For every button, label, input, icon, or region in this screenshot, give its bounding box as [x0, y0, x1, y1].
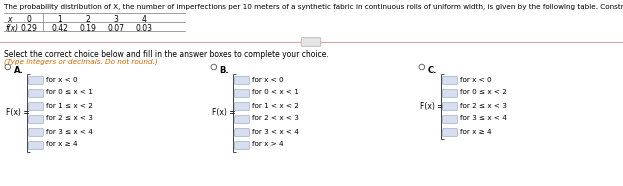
Text: (Type integers or decimals. Do not round.): (Type integers or decimals. Do not round… [4, 58, 158, 65]
Text: for 1 ≤ x < 2: for 1 ≤ x < 2 [46, 102, 93, 108]
FancyBboxPatch shape [443, 77, 457, 84]
Text: 4: 4 [141, 15, 146, 24]
FancyBboxPatch shape [235, 90, 249, 97]
FancyBboxPatch shape [235, 116, 249, 123]
Text: for 3 < x < 4: for 3 < x < 4 [252, 129, 299, 134]
FancyBboxPatch shape [29, 129, 44, 136]
Text: F(x) =: F(x) = [420, 102, 444, 111]
Text: 0.42: 0.42 [52, 24, 69, 33]
Text: x: x [7, 15, 11, 24]
Text: for x > 4: for x > 4 [252, 142, 283, 147]
FancyBboxPatch shape [235, 103, 249, 110]
Text: for 0 ≤ x < 2: for 0 ≤ x < 2 [460, 89, 507, 95]
Text: for x ≥ 4: for x ≥ 4 [46, 142, 78, 147]
Circle shape [419, 64, 425, 70]
Circle shape [211, 64, 217, 70]
Text: for x < 0: for x < 0 [460, 76, 492, 83]
FancyBboxPatch shape [29, 103, 44, 110]
Text: for 0 ≤ x < 1: for 0 ≤ x < 1 [46, 89, 93, 95]
FancyBboxPatch shape [443, 103, 457, 110]
FancyBboxPatch shape [235, 77, 249, 84]
Text: 0.29: 0.29 [21, 24, 37, 33]
FancyBboxPatch shape [235, 142, 249, 149]
Text: f(x): f(x) [5, 24, 18, 33]
FancyBboxPatch shape [235, 129, 249, 136]
Text: 0.07: 0.07 [108, 24, 125, 33]
Text: 0: 0 [27, 15, 31, 24]
Text: for x < 0: for x < 0 [252, 76, 283, 83]
FancyBboxPatch shape [301, 38, 321, 46]
Text: 2: 2 [85, 15, 90, 24]
Text: F(x) =: F(x) = [212, 108, 235, 118]
Text: 0.19: 0.19 [80, 24, 97, 33]
Text: 3: 3 [113, 15, 118, 24]
Text: for 1 < x < 2: for 1 < x < 2 [252, 102, 299, 108]
FancyBboxPatch shape [443, 116, 457, 123]
FancyBboxPatch shape [443, 90, 457, 97]
Text: for 2 < x < 3: for 2 < x < 3 [252, 116, 299, 121]
FancyBboxPatch shape [29, 116, 44, 123]
FancyBboxPatch shape [443, 129, 457, 136]
Circle shape [5, 64, 11, 70]
Text: B.: B. [219, 66, 229, 75]
Text: F(x) =: F(x) = [6, 108, 30, 118]
Text: for x ≥ 4: for x ≥ 4 [460, 129, 492, 134]
Text: 1: 1 [57, 15, 62, 24]
Text: 0.03: 0.03 [135, 24, 153, 33]
FancyBboxPatch shape [29, 90, 44, 97]
Text: C.: C. [427, 66, 437, 75]
FancyBboxPatch shape [29, 142, 44, 149]
Text: for x < 0: for x < 0 [46, 76, 78, 83]
Text: for 2 ≤ x < 3: for 2 ≤ x < 3 [460, 102, 507, 108]
Text: for 3 ≤ x < 4: for 3 ≤ x < 4 [460, 116, 507, 121]
Text: for 2 ≤ x < 3: for 2 ≤ x < 3 [46, 116, 93, 121]
Text: for 3 ≤ x < 4: for 3 ≤ x < 4 [46, 129, 93, 134]
FancyBboxPatch shape [29, 77, 44, 84]
Text: A.: A. [14, 66, 24, 75]
Text: The probability distribution of X, the number of imperfections per 10 meters of : The probability distribution of X, the n… [4, 4, 623, 10]
Text: for 0 < x < 1: for 0 < x < 1 [252, 89, 299, 95]
Text: Select the correct choice below and fill in the answer boxes to complete your ch: Select the correct choice below and fill… [4, 50, 329, 59]
